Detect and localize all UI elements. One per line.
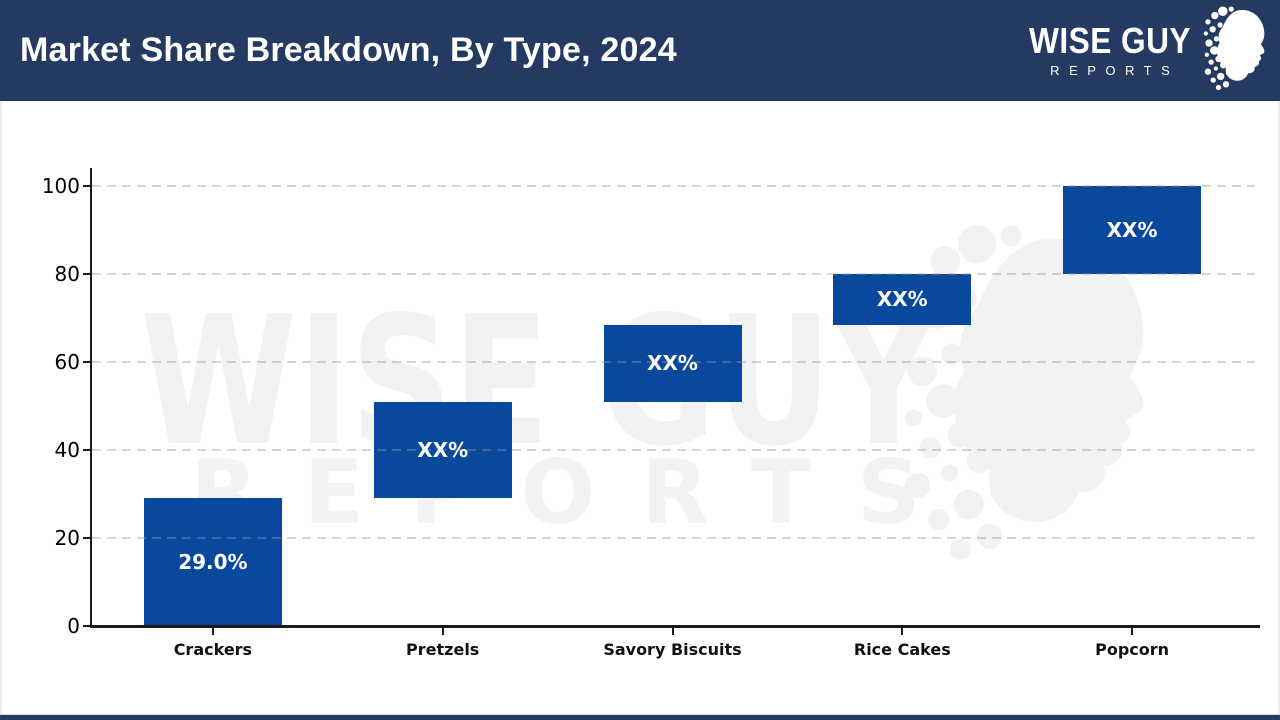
x-tick-mark — [211, 627, 214, 635]
brand-text: WISE GUY REPORTS — [1018, 20, 1202, 78]
x-tick-label: Pretzels — [406, 640, 480, 659]
brand-logo: WISE GUY REPORTS — [1014, 0, 1274, 101]
brand-name: WISE GUY — [1029, 20, 1191, 61]
gridline — [92, 185, 1255, 187]
bar-rice-cakes — [833, 274, 972, 325]
gridline — [92, 273, 1255, 275]
footer-bar — [0, 714, 1280, 720]
chart-title: Market Share Breakdown, By Type, 2024 — [20, 31, 677, 69]
y-tick-mark — [83, 273, 91, 275]
x-axis-line — [90, 625, 1260, 628]
watermark-tagline-text: REPORTS — [190, 441, 967, 544]
gridline — [92, 361, 1255, 363]
y-tick-label: 0 — [67, 614, 80, 638]
bar-value-label: XX% — [647, 351, 698, 376]
x-tick-mark — [671, 627, 674, 635]
bar-pretzels — [373, 401, 512, 499]
bar-crackers — [143, 498, 282, 626]
bar-popcorn — [1063, 186, 1202, 274]
gridline — [92, 537, 1255, 539]
header-bar: Market Share Breakdown, By Type, 2024 WI… — [0, 0, 1280, 101]
y-tick-label: 100 — [41, 174, 80, 198]
bar-value-label: XX% — [417, 438, 469, 462]
y-tick-label: 40 — [54, 438, 80, 462]
gridline — [92, 449, 1255, 451]
chart-canvas: WISE GUY REPORTS 0 20 40 60 80 100 29.0% Cracke… — [0, 101, 1280, 715]
bar-value-label: XX% — [1106, 218, 1158, 242]
y-tick-mark — [83, 361, 91, 363]
y-tick-mark — [83, 449, 91, 451]
bar-value-label: 29.0% — [178, 550, 248, 575]
x-tick-mark — [1131, 627, 1134, 635]
watermark-brand-text: WISE GUY — [140, 278, 936, 485]
y-axis-line — [90, 168, 92, 628]
x-tick-label: Popcorn — [1095, 640, 1170, 659]
y-tick-mark — [83, 185, 91, 187]
brand-tagline: REPORTS — [1050, 63, 1180, 78]
y-tick-mark — [83, 537, 91, 539]
brand-head-icon — [1203, 6, 1265, 91]
x-tick-label: Crackers — [173, 640, 253, 659]
y-tick-label: 20 — [54, 526, 80, 550]
x-tick-mark — [901, 627, 904, 635]
y-tick-label: 80 — [54, 262, 80, 286]
bar-savory-biscuits — [603, 324, 742, 402]
x-tick-mark — [441, 627, 444, 635]
y-tick-mark — [83, 625, 91, 627]
x-tick-label: Savory Biscuits — [603, 640, 742, 659]
y-tick-label: 60 — [54, 350, 80, 374]
x-tick-label: Rice Cakes — [853, 640, 951, 659]
bar-value-label: XX% — [876, 287, 928, 312]
